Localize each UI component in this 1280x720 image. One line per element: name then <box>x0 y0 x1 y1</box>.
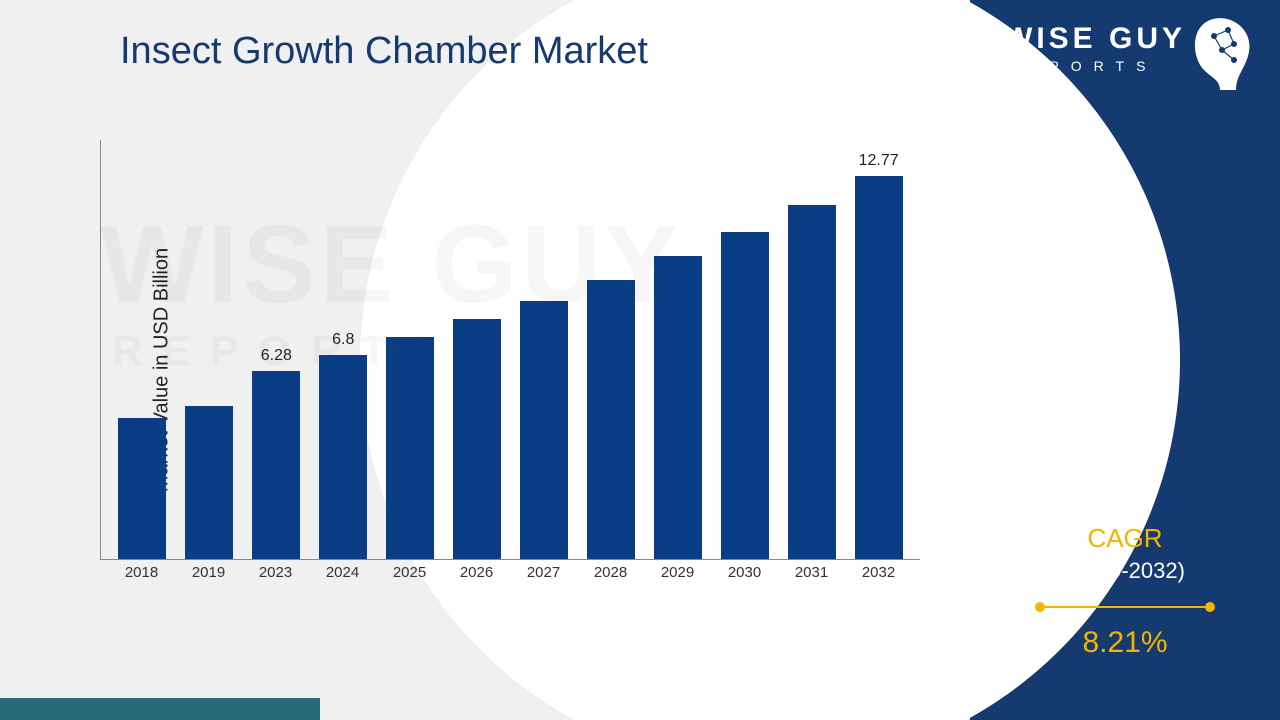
x-tick-label: 2026 <box>443 564 510 581</box>
bar-slot: 6.8 <box>310 140 377 559</box>
bar: 6.28 <box>252 371 300 559</box>
bar <box>520 301 568 559</box>
plot-area: 6.28 6.8 12.77 <box>100 140 920 560</box>
bar-value-label: 6.8 <box>332 331 354 349</box>
brand-logo: WISE GUY REPORTS <box>1004 22 1244 74</box>
bar: 6.8 <box>319 355 367 559</box>
x-tick-label: 2029 <box>644 564 711 581</box>
bar-slot <box>176 140 243 559</box>
x-tick-label: 2031 <box>778 564 845 581</box>
bars-container: 6.28 6.8 12.77 <box>101 140 920 559</box>
x-tick-label: 2024 <box>309 564 376 581</box>
bar <box>118 418 166 559</box>
bar-slot <box>377 140 444 559</box>
x-tick-label: 2018 <box>108 564 175 581</box>
chart-title: Insect Growth Chamber Market <box>120 30 648 73</box>
x-tick-label: 2025 <box>376 564 443 581</box>
bar-slot: 6.28 <box>243 140 310 559</box>
x-tick-label: 2027 <box>510 564 577 581</box>
bar <box>453 319 501 559</box>
chart-area: Market Value in USD Billion 6.286.812.77… <box>60 140 920 600</box>
bar <box>185 406 233 559</box>
bar-slot <box>109 140 176 559</box>
head-icon <box>1190 16 1254 94</box>
cagr-block: CAGR (2019-2032) 8.21% <box>1010 523 1240 660</box>
x-tick-label: 2023 <box>242 564 309 581</box>
bar-slot: 12.77 <box>845 140 912 559</box>
bar <box>654 256 702 559</box>
bar-slot <box>644 140 711 559</box>
x-tick-label: 2028 <box>577 564 644 581</box>
x-axis-labels: 2018201920232024202520262027202820292030… <box>100 564 920 581</box>
bar-slot <box>444 140 511 559</box>
cagr-period: (2019-2032) <box>1010 558 1240 584</box>
bar-value-label: 6.28 <box>261 347 292 365</box>
bar-slot <box>711 140 778 559</box>
cagr-value: 8.21% <box>1010 626 1240 660</box>
bar: 12.77 <box>855 176 903 559</box>
cagr-title: CAGR <box>1010 523 1240 554</box>
bar <box>721 232 769 559</box>
x-tick-label: 2032 <box>845 564 912 581</box>
x-tick-label: 2019 <box>175 564 242 581</box>
bar-slot <box>577 140 644 559</box>
bar <box>587 280 635 559</box>
bar-slot <box>511 140 578 559</box>
bottom-strip <box>0 698 320 720</box>
bar <box>386 337 434 559</box>
cagr-divider <box>1040 606 1210 608</box>
bar <box>788 205 836 559</box>
stage: WISE GUY REPORTS WISE GUY REPORTS Insect… <box>0 0 1280 720</box>
bar-slot <box>778 140 845 559</box>
bar-value-label: 12.77 <box>859 152 899 170</box>
x-tick-label: 2030 <box>711 564 778 581</box>
